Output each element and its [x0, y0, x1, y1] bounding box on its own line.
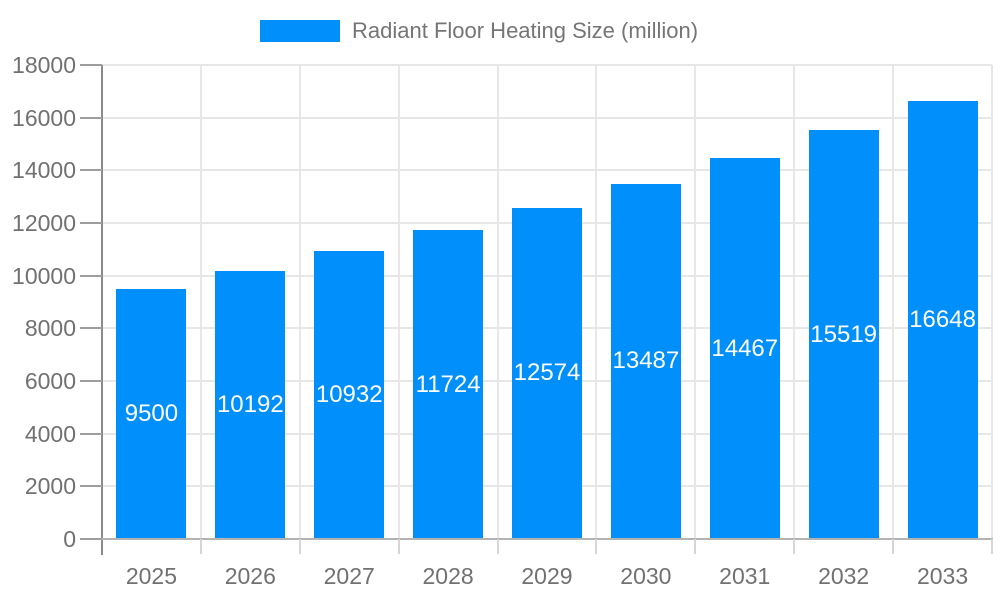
- gridline-vertical: [298, 65, 301, 539]
- bar-value-label: 12574: [513, 359, 581, 387]
- gridline-vertical: [892, 65, 895, 539]
- x-axis-tick-label: 2028: [422, 563, 474, 589]
- y-axis-tick-label: 8000: [24, 315, 76, 342]
- legend-swatch: [260, 20, 340, 42]
- y-axis-tick: [80, 485, 102, 488]
- gridline-vertical: [793, 65, 796, 539]
- x-axis-tick-label: 2026: [224, 563, 276, 589]
- y-axis-tick-label: 12000: [12, 210, 76, 236]
- bar-value-label: 9500: [124, 399, 179, 427]
- x-axis-tick: [694, 539, 697, 554]
- y-axis-tick-label: 14000: [12, 157, 76, 184]
- bar[interactable]: 15519: [808, 130, 879, 539]
- bar[interactable]: 16648: [907, 100, 978, 539]
- x-axis-tick: [298, 539, 301, 554]
- y-axis-tick-label: 10000: [12, 262, 76, 289]
- x-axis-tick: [496, 539, 499, 554]
- y-axis-tick-label: 0: [63, 526, 76, 552]
- bar-value-label: 14467: [711, 334, 779, 362]
- y-axis-tick-label: 4000: [24, 420, 76, 447]
- y-axis-tick-label: 16000: [12, 104, 76, 131]
- x-axis-tick: [199, 539, 202, 554]
- gridline-vertical: [397, 65, 400, 539]
- x-axis-tick-label: 2033: [916, 563, 969, 589]
- x-axis-tick-label: 2032: [818, 563, 870, 589]
- gridline-horizontal: [102, 64, 992, 66]
- x-axis-tick-label: 2031: [719, 563, 771, 589]
- y-axis-tick-label: 6000: [24, 368, 76, 394]
- gridline-vertical: [595, 65, 598, 539]
- bar[interactable]: 9500: [116, 288, 187, 539]
- y-axis-tick: [80, 327, 102, 330]
- x-axis-tick: [397, 539, 400, 554]
- bar-value-label: 11724: [415, 370, 481, 398]
- gridline-vertical: [991, 65, 993, 539]
- x-axis-line: [101, 538, 993, 540]
- bar-value-label: 16648: [909, 305, 976, 333]
- x-axis-tick: [793, 539, 796, 554]
- x-axis-tick: [991, 539, 993, 554]
- y-axis-tick: [80, 538, 102, 540]
- bar-value-label: 13487: [612, 347, 680, 375]
- gridline-vertical: [496, 65, 499, 539]
- y-axis-tick: [80, 64, 102, 66]
- bar-value-label: 15519: [810, 320, 878, 348]
- bar[interactable]: 10932: [314, 251, 385, 539]
- y-axis-tick-label: 18000: [12, 52, 76, 78]
- gridline-vertical: [199, 65, 202, 539]
- bar[interactable]: 13487: [610, 183, 681, 539]
- y-axis-tick-label: 2000: [24, 473, 76, 500]
- x-axis-tick-label: 2030: [620, 563, 672, 589]
- bar[interactable]: 10192: [215, 270, 286, 539]
- bar-value-label: 10932: [315, 381, 383, 409]
- x-axis-tick: [595, 539, 598, 554]
- gridline-vertical: [694, 65, 697, 539]
- y-axis-tick: [80, 222, 102, 224]
- x-axis-tick-label: 2029: [521, 563, 573, 589]
- bar[interactable]: 11724: [413, 230, 484, 539]
- bar[interactable]: 14467: [709, 158, 780, 539]
- bar-value-label: 10192: [216, 390, 284, 418]
- bar[interactable]: 12574: [512, 207, 582, 539]
- gridline-horizontal: [102, 169, 992, 172]
- y-axis-tick: [80, 432, 102, 435]
- y-axis-tick: [80, 116, 102, 119]
- y-axis-tick: [80, 274, 102, 277]
- y-axis-line: [101, 65, 103, 555]
- legend-label: Radiant Floor Heating Size (million): [352, 18, 699, 43]
- y-axis-tick: [80, 169, 102, 172]
- x-axis-tick-label: 2025: [125, 563, 178, 589]
- x-axis-tick-label: 2027: [323, 563, 375, 589]
- x-axis-tick: [892, 539, 895, 554]
- gridline-horizontal: [102, 116, 992, 119]
- legend-item[interactable]: Radiant Floor Heating Size (million): [260, 17, 698, 45]
- y-axis-tick: [80, 380, 102, 382]
